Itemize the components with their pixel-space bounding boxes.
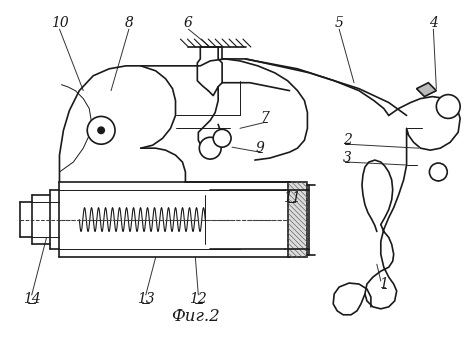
Circle shape	[97, 126, 105, 134]
Text: 7: 7	[260, 112, 269, 125]
Text: 6: 6	[184, 16, 193, 30]
Text: 4: 4	[429, 16, 438, 30]
Text: 1: 1	[379, 277, 388, 291]
Text: 11: 11	[283, 191, 301, 205]
Text: 5: 5	[335, 16, 344, 30]
Text: 3: 3	[343, 151, 352, 165]
Text: 12: 12	[190, 292, 207, 306]
Text: Фиг.2: Фиг.2	[171, 308, 220, 325]
Text: 14: 14	[23, 292, 41, 306]
Circle shape	[87, 116, 115, 144]
Bar	[288, 182, 308, 257]
Circle shape	[429, 163, 447, 181]
Circle shape	[213, 129, 231, 147]
Text: 9: 9	[255, 141, 264, 155]
Circle shape	[437, 95, 460, 118]
Text: 8: 8	[125, 16, 133, 30]
Polygon shape	[417, 83, 437, 97]
Text: 2: 2	[343, 133, 352, 147]
Text: 13: 13	[137, 292, 155, 306]
Circle shape	[199, 137, 221, 159]
Text: 10: 10	[51, 16, 68, 30]
